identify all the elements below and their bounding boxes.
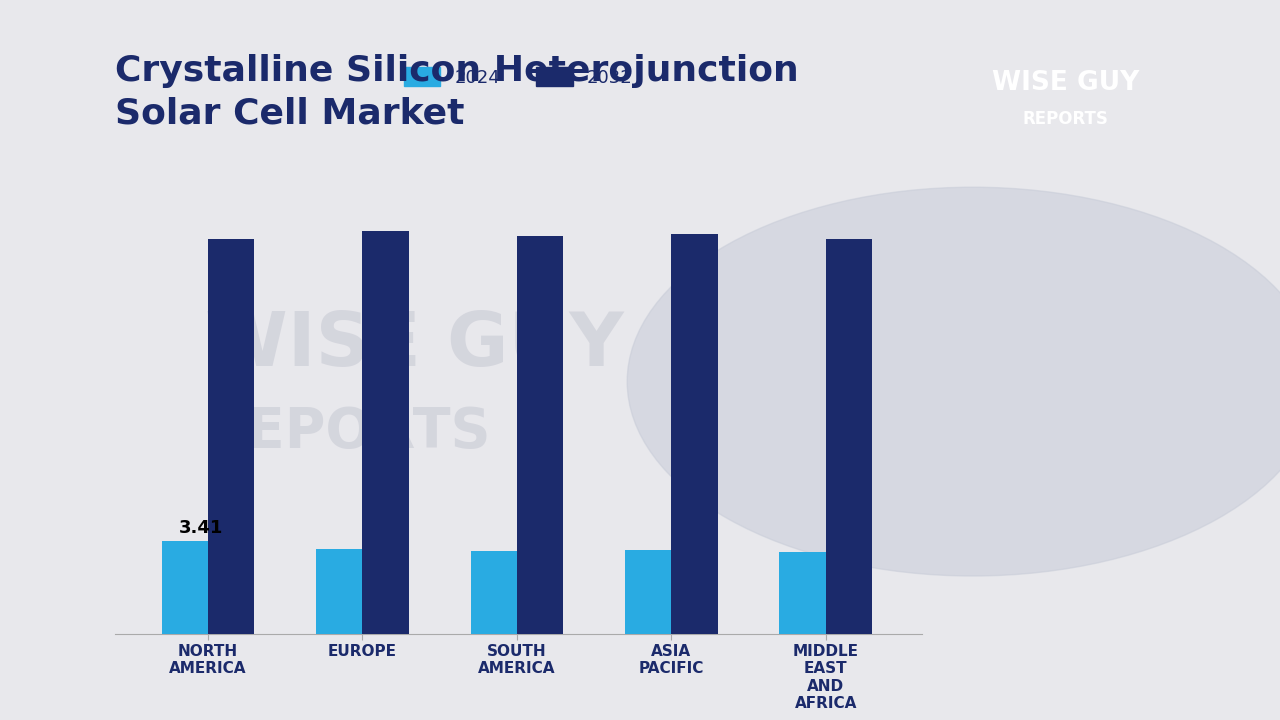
Bar [826,239,872,634]
Bar [517,236,563,634]
Text: 3.41: 3.41 [178,519,223,537]
Bar [161,541,207,634]
Bar [316,549,362,634]
Text: WISE GUY: WISE GUY [205,309,623,382]
Bar [207,239,255,634]
Text: REPORTS: REPORTS [205,405,492,459]
Text: Crystalline Silicon Heterojunction
Solar Cell Market: Crystalline Silicon Heterojunction Solar… [115,54,799,130]
Bar [625,550,671,634]
Text: REPORTS: REPORTS [1023,110,1108,128]
Bar [362,231,408,634]
Bar [780,552,826,634]
Text: WISE GUY: WISE GUY [992,70,1139,96]
Bar [671,234,718,634]
Bar [471,551,517,634]
Legend: 2024, 2032: 2024, 2032 [397,60,640,94]
